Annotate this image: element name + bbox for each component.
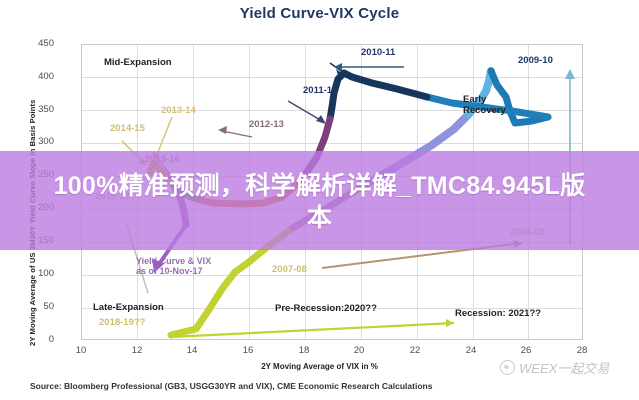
- y-tick-0: 0: [48, 334, 54, 345]
- y-tick-300: 300: [38, 136, 54, 147]
- page-title: Yield Curve-VIX Cycle: [239, 5, 400, 22]
- x-tick-26: 26: [520, 345, 532, 356]
- x-tick-14: 14: [186, 345, 198, 356]
- x-tick-22: 22: [409, 345, 421, 356]
- annotation-2007-08: 2007-08: [272, 264, 307, 275]
- weex-watermark: WEEX一起交易: [500, 358, 609, 377]
- annotation-2018-19: 2018-19??: [99, 317, 146, 328]
- x-axis-title: 2Y Moving Average of VIX in %: [261, 362, 378, 371]
- y-tick-400: 400: [38, 71, 54, 82]
- gridline-h: [82, 77, 582, 78]
- source-note: Source: Bloomberg Professional (GB3, USG…: [30, 381, 433, 391]
- y-tick-100: 100: [38, 268, 54, 279]
- annotation-recession-2021: Recession: 2021??: [455, 308, 542, 319]
- annotation-2010-11: 2010-11: [361, 47, 396, 58]
- x-tick-16: 16: [242, 345, 254, 356]
- x-tick-20: 20: [353, 345, 365, 356]
- annotation-late-expansion: Late-Expansion: [93, 302, 164, 313]
- y-tick-50: 50: [43, 301, 54, 312]
- gridline-h: [82, 275, 582, 276]
- annotation-mid-expansion: Mid-Expansion: [104, 57, 172, 68]
- gridline-h: [82, 143, 582, 144]
- weex-watermark-text: WEEX一起交易: [519, 361, 610, 376]
- annotation-yield-curve-asof: Yield Curve & VIX as of 10-Nov-17: [136, 256, 212, 277]
- annotation-2014-15: 2014-15: [110, 123, 145, 134]
- annotation-2011-12: 2011-12: [303, 85, 338, 96]
- gridline-h: [82, 308, 582, 309]
- y-tick-350: 350: [38, 104, 54, 115]
- x-tick-10: 10: [75, 345, 87, 356]
- annotation-2013-14: 2013-14: [161, 105, 196, 116]
- annotation-2009-10: 2009-10: [518, 55, 553, 66]
- x-tick-28: 28: [576, 345, 588, 356]
- weex-logo-icon: [500, 360, 515, 375]
- x-tick-18: 18: [298, 345, 310, 356]
- x-tick-12: 12: [131, 345, 143, 356]
- promo-banner-text: 100%精准预测，科学解析详解_TMC84.945L版本: [53, 172, 586, 232]
- annotation-early-recovery: Early Recovery: [463, 94, 506, 116]
- annotation-2012-13: 2012-13: [249, 119, 284, 130]
- x-tick-24: 24: [465, 345, 477, 356]
- promo-banner-background: [0, 151, 639, 250]
- annotation-pre-recession-2020: Pre-Recession:2020??: [275, 303, 377, 314]
- y-tick-450: 450: [38, 38, 54, 49]
